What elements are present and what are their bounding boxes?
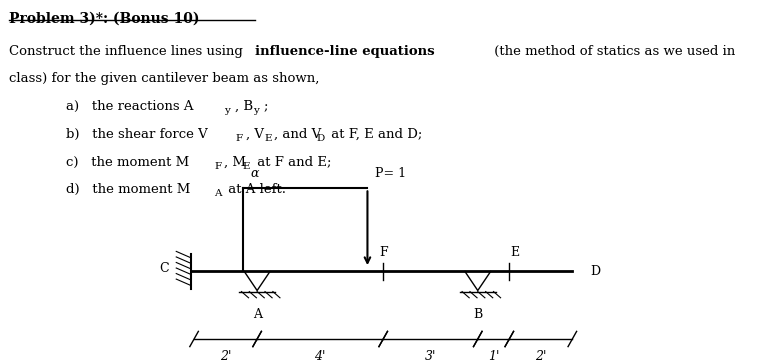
Text: at F, E and D;: at F, E and D; — [327, 128, 422, 141]
Text: , B: , B — [235, 100, 253, 113]
Text: C: C — [159, 261, 169, 274]
Text: at F and E;: at F and E; — [253, 155, 331, 169]
Text: Construct the influence lines using: Construct the influence lines using — [9, 45, 247, 58]
Text: 2': 2' — [535, 350, 547, 363]
Text: , M: , M — [224, 155, 246, 169]
Text: 4': 4' — [315, 350, 326, 363]
Text: c)   the moment M: c) the moment M — [66, 155, 189, 169]
Text: F: F — [214, 162, 221, 171]
Text: (the method of statics as we used in: (the method of statics as we used in — [490, 45, 736, 58]
Text: ;: ; — [264, 100, 268, 113]
Text: F: F — [236, 134, 243, 143]
Text: at A left.: at A left. — [224, 183, 286, 196]
Text: b)   the shear force V: b) the shear force V — [66, 128, 207, 141]
Text: y: y — [254, 106, 259, 115]
Text: class) for the given cantilever beam as shown,: class) for the given cantilever beam as … — [9, 72, 319, 86]
Text: a)   the reactions A: a) the reactions A — [66, 100, 193, 113]
Text: α: α — [250, 167, 258, 180]
Text: A: A — [253, 308, 261, 321]
Text: influence-line equations: influence-line equations — [255, 45, 434, 58]
Text: d)   the moment M: d) the moment M — [66, 183, 190, 196]
Text: , V: , V — [246, 128, 264, 141]
Text: 2': 2' — [220, 350, 231, 363]
Text: E: E — [510, 246, 519, 260]
Text: F: F — [379, 246, 387, 260]
Text: 3': 3' — [425, 350, 436, 363]
Text: D: D — [317, 134, 325, 143]
Text: E: E — [243, 162, 250, 171]
Text: D: D — [590, 265, 601, 278]
Text: Problem 3)*: (Bonus 10): Problem 3)*: (Bonus 10) — [9, 12, 199, 26]
Text: E: E — [264, 134, 271, 143]
Text: y: y — [224, 106, 230, 115]
Text: 1': 1' — [488, 350, 499, 363]
Text: P= 1: P= 1 — [375, 167, 406, 180]
Text: , and V: , and V — [274, 128, 322, 141]
Text: A: A — [214, 189, 222, 198]
Text: B: B — [473, 308, 482, 321]
